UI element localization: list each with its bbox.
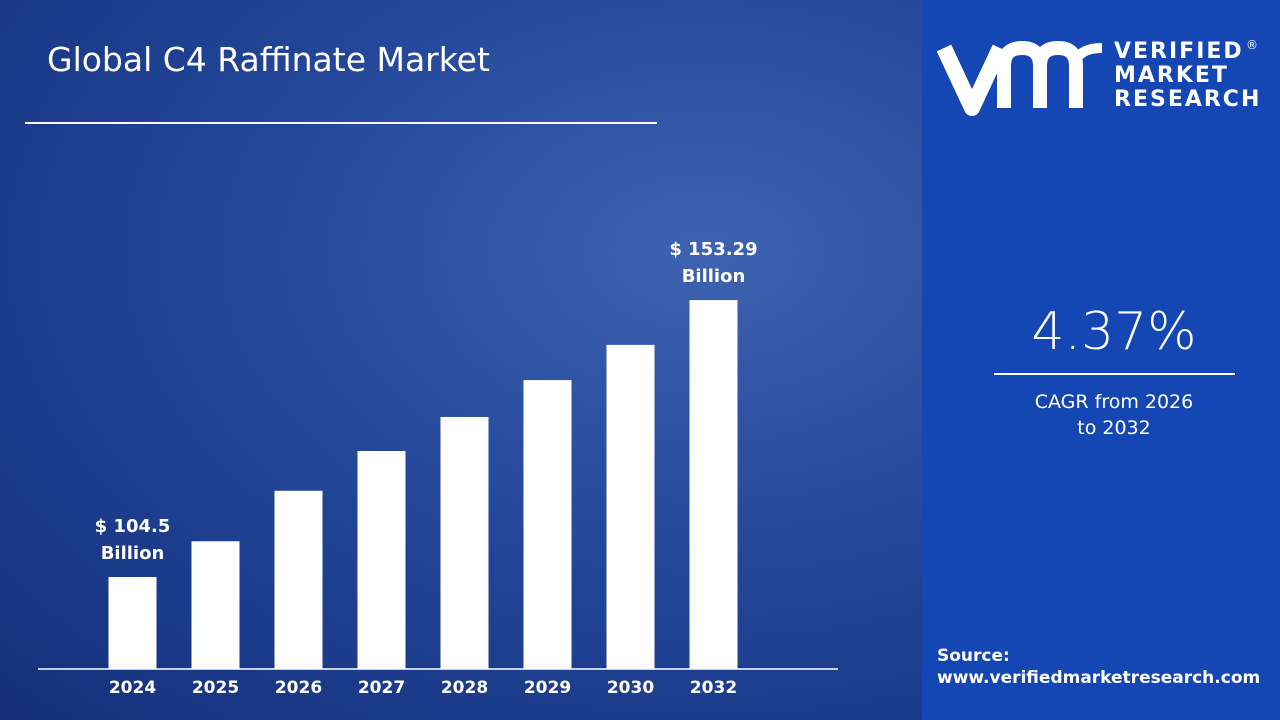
bar <box>689 300 738 669</box>
x-tick-label: 2028 <box>441 678 488 698</box>
cagr-rule <box>994 373 1235 375</box>
bar <box>357 451 406 669</box>
brand-line: MARKET <box>1114 63 1229 88</box>
x-tick-label: 2027 <box>358 678 405 698</box>
x-tick-label: 2030 <box>607 678 654 698</box>
x-tick-label: 2029 <box>524 678 571 698</box>
sidebar: VERIFIED MARKET RESEARCH ® 4.37% CAGR fr… <box>922 0 1280 720</box>
bar <box>108 577 157 669</box>
bar <box>191 541 240 669</box>
brand-line: VERIFIED <box>1114 39 1244 64</box>
cagr-label: CAGR from 2026 to 2032 <box>1034 391 1194 439</box>
bar <box>274 490 323 669</box>
brand-line: RESEARCH <box>1114 87 1262 112</box>
registered-mark: ® <box>1246 38 1258 52</box>
x-tick-label: 2025 <box>192 678 239 698</box>
bar <box>606 344 655 669</box>
source-label: Source: <box>937 646 1010 666</box>
title-rule <box>25 122 657 124</box>
source-url: www.verifiedmarketresearch.com <box>937 668 1261 688</box>
logo-mark <box>936 40 1103 116</box>
x-tick-label: 2026 <box>275 678 322 698</box>
value-label: $ 104.5 Billion <box>94 516 171 565</box>
bar <box>523 380 572 669</box>
x-tick-label: 2024 <box>109 678 156 698</box>
bar <box>440 416 489 669</box>
value-label: $ 153.29 Billion <box>669 239 758 288</box>
chart-title: Global C4 Raffinate Market <box>47 40 490 79</box>
chart: 2024 2025 2026 2027 2028 2029 2030 2032 <box>0 0 922 720</box>
cagr-value: 4.37% <box>1031 302 1197 362</box>
x-tick-label: 2032 <box>690 678 737 698</box>
